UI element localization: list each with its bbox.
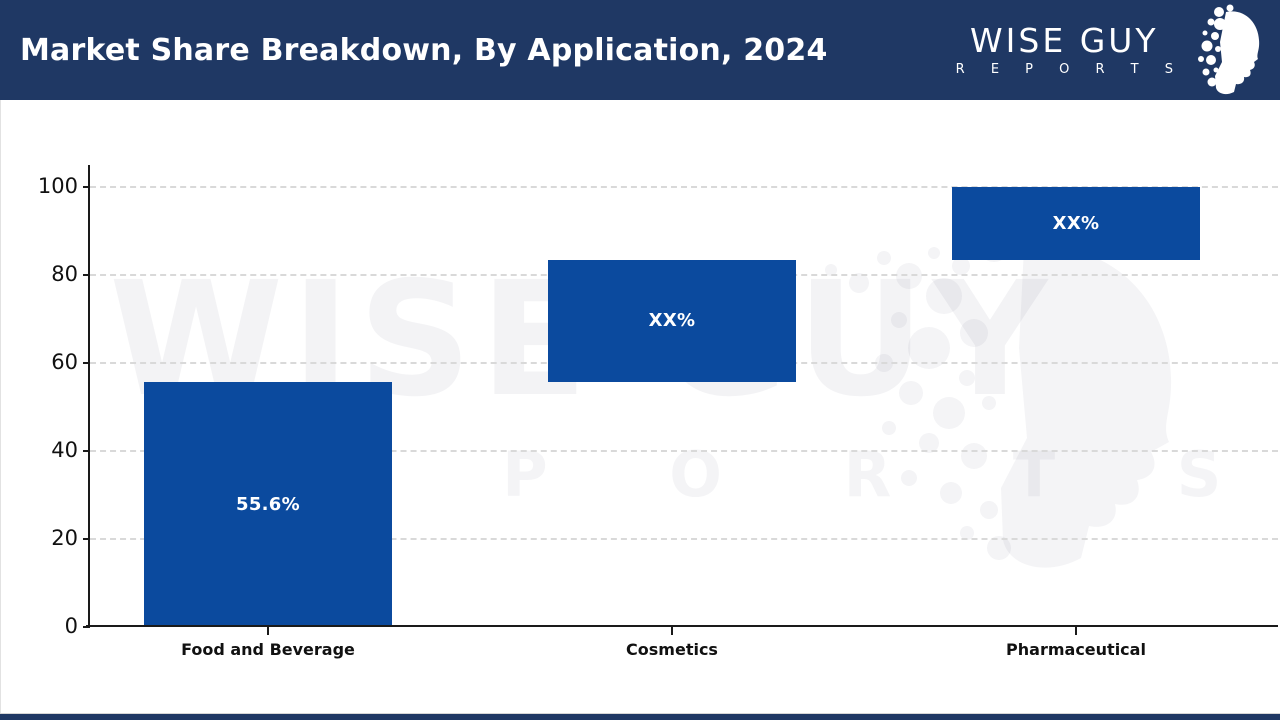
y-tick-label-60: 60 <box>51 350 78 374</box>
bar-value-label: XX% <box>648 310 696 332</box>
category-label-0: Food and Beverage <box>181 640 355 659</box>
y-tick-label-80: 80 <box>51 262 78 286</box>
gridline-20 <box>90 538 1278 540</box>
brand-name: WISE GUY <box>970 20 1159 60</box>
x-tick-0 <box>267 627 269 635</box>
footer-hairline <box>0 713 1280 714</box>
bar-pharmaceutical: XX% <box>952 187 1200 260</box>
y-tick-label-40: 40 <box>51 438 78 462</box>
y-tick-20 <box>83 538 90 540</box>
page-title: Market Share Breakdown, By Application, … <box>20 32 828 68</box>
y-tick-label-0: 0 <box>64 614 78 638</box>
y-tick-label-20: 20 <box>51 526 78 550</box>
category-label-2: Pharmaceutical <box>1006 640 1146 659</box>
chart-area: WISE GUY R E P O R T S 0 20 40 60 80 100 55.6%… <box>0 100 1280 714</box>
y-tick-60 <box>83 362 90 364</box>
x-axis-line <box>86 625 1278 627</box>
bar-food-and-beverage: 55.6% <box>144 382 392 627</box>
brand-logo: WISE GUY R E P O R T S <box>945 0 1262 100</box>
y-tick-80 <box>83 274 90 276</box>
y-tick-40 <box>83 450 90 452</box>
y-axis-line <box>88 165 90 627</box>
gridline-40 <box>90 450 1278 452</box>
y-tick-100 <box>83 186 90 188</box>
y-tick-0 <box>83 626 90 628</box>
bar-cosmetics: XX% <box>548 259 796 383</box>
watermark-face-icon <box>825 230 1172 568</box>
bar-value-label: XX% <box>1052 212 1100 234</box>
gridline-100 <box>90 186 1278 188</box>
x-tick-2 <box>1075 627 1077 635</box>
brand-face-icon <box>1198 4 1260 95</box>
footer-bar <box>0 714 1280 720</box>
category-label-1: Cosmetics <box>626 640 718 659</box>
brand-subname: R E P O R T S <box>955 61 1184 77</box>
brand-wordmark: WISE GUY R E P O R T S <box>945 24 1184 77</box>
header-bar: Market Share Breakdown, By Application, … <box>0 0 1280 100</box>
x-tick-1 <box>671 627 673 635</box>
y-tick-label-100: 100 <box>37 174 78 198</box>
bar-value-label: 55.6% <box>236 494 300 516</box>
